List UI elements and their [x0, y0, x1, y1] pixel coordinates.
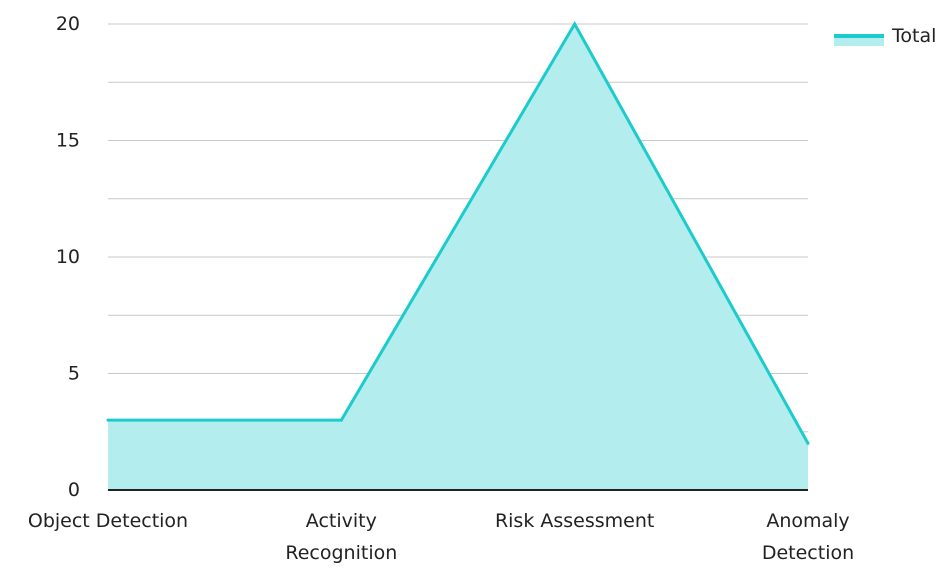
x-tick-label-line: Recognition — [285, 542, 397, 564]
x-tick-label: Activity Recognition — [285, 510, 397, 564]
area-series — [106, 20, 810, 490]
data-point — [106, 418, 110, 422]
y-axis: 0 5 10 15 20 — [56, 13, 80, 501]
legend: Total — [834, 25, 936, 47]
series-area-fill — [108, 24, 808, 490]
x-tick-label-line: Anomaly — [766, 510, 849, 532]
data-point — [339, 418, 343, 422]
x-tick-labels: Object Detection Activity Recognition Risk … — [28, 510, 854, 564]
y-tick-label: 0 — [68, 479, 80, 501]
legend-label-total: Total — [891, 25, 936, 47]
y-tick-label: 15 — [56, 130, 80, 152]
x-tick-label-line: Detection — [762, 542, 854, 564]
series-line-total — [108, 20, 810, 445]
y-tick-label: 5 — [68, 363, 80, 385]
y-tick-label: 20 — [56, 13, 80, 35]
x-tick-label: Risk Assessment — [495, 510, 654, 532]
x-tick-label-line: Activity — [306, 510, 377, 532]
x-tick-label-line: Risk Assessment — [495, 510, 654, 532]
x-tick-label: Anomaly Detection — [762, 510, 854, 564]
y-tick-label: 10 — [56, 246, 80, 268]
x-tick-label: Object Detection — [28, 510, 188, 532]
data-point — [806, 441, 810, 445]
x-tick-label-line: Object Detection — [28, 510, 188, 532]
data-point — [573, 22, 577, 26]
legend-swatch-fill — [834, 36, 884, 46]
